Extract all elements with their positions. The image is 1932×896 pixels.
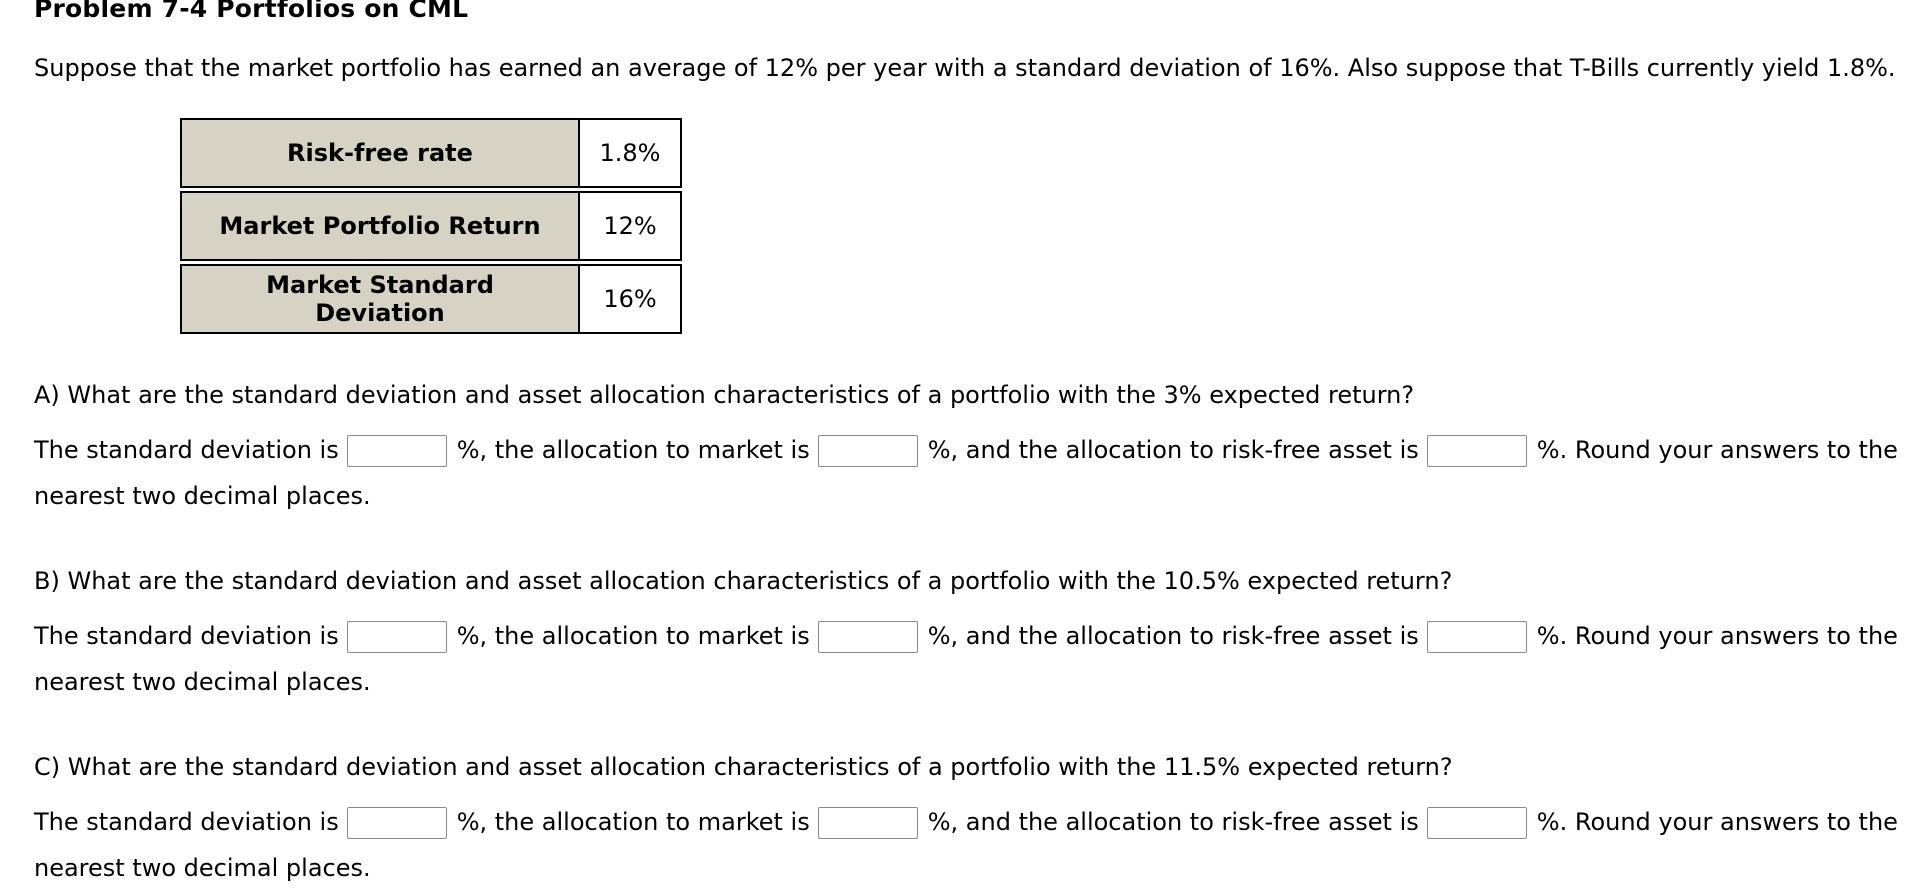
question-a: A) What are the standard deviation and a…: [34, 377, 1898, 519]
question-b-prompt: B) What are the standard deviation and a…: [34, 567, 1453, 595]
answer-text-segment: %, the allocation to market is: [456, 436, 810, 464]
rates-table: Risk-free rate 1.8% Market Portfolio Ret…: [180, 115, 682, 337]
answer-text-segment: %, the allocation to market is: [456, 808, 810, 836]
table-row: Market Standard Deviation 16%: [180, 264, 682, 334]
qc-risk-free-allocation-input[interactable]: [1426, 807, 1527, 839]
row-label-market-return: Market Portfolio Return: [180, 191, 580, 261]
row-label-risk-free-rate: Risk-free rate: [180, 118, 580, 188]
qb-market-allocation-input[interactable]: [817, 621, 918, 653]
qb-std-dev-input[interactable]: [346, 621, 447, 653]
question-b-answer-line: The standard deviation is %, the allocati…: [34, 613, 1898, 705]
question-b: B) What are the standard deviation and a…: [34, 563, 1898, 705]
answer-text-segment: %. Round your answers to the nearest two…: [34, 808, 1898, 882]
answer-text-segment: The standard deviation is: [34, 622, 339, 650]
qa-risk-free-allocation-input[interactable]: [1426, 435, 1527, 467]
question-c-answer-line: The standard deviation is %, the allocati…: [34, 799, 1898, 891]
intro-text: Suppose that the market portfolio has ea…: [34, 54, 1896, 82]
answer-text-segment: %, the allocation to market is: [456, 622, 810, 650]
page-title: Problem 7-4 Portfolios on CML: [34, 0, 469, 23]
answer-text-segment: %, and the allocation to risk-free asset…: [927, 622, 1419, 650]
row-value-market-std-dev: 16%: [580, 264, 682, 334]
qa-std-dev-input[interactable]: [346, 435, 447, 467]
answer-text-segment: The standard deviation is: [34, 436, 339, 464]
answer-text-segment: %. Round your answers to the nearest two…: [34, 436, 1898, 510]
row-label-market-std-dev: Market Standard Deviation: [180, 264, 580, 334]
row-value-market-return: 12%: [580, 191, 682, 261]
row-value-risk-free-rate: 1.8%: [580, 118, 682, 188]
qb-risk-free-allocation-input[interactable]: [1426, 621, 1527, 653]
answer-text-segment: %. Round your answers to the nearest two…: [34, 622, 1898, 696]
answer-text-segment: The standard deviation is: [34, 808, 339, 836]
question-a-answer-line: The standard deviation is %, the allocati…: [34, 427, 1898, 519]
question-c-prompt: C) What are the standard deviation and a…: [34, 753, 1453, 781]
table-row: Market Portfolio Return 12%: [180, 191, 682, 261]
answer-text-segment: %, and the allocation to risk-free asset…: [927, 436, 1419, 464]
table-row: Risk-free rate 1.8%: [180, 118, 682, 188]
qc-std-dev-input[interactable]: [346, 807, 447, 839]
question-a-prompt: A) What are the standard deviation and a…: [34, 381, 1415, 409]
question-c: C) What are the standard deviation and a…: [34, 749, 1898, 891]
qa-market-allocation-input[interactable]: [817, 435, 918, 467]
qc-market-allocation-input[interactable]: [817, 807, 918, 839]
answer-text-segment: %, and the allocation to risk-free asset…: [927, 808, 1419, 836]
